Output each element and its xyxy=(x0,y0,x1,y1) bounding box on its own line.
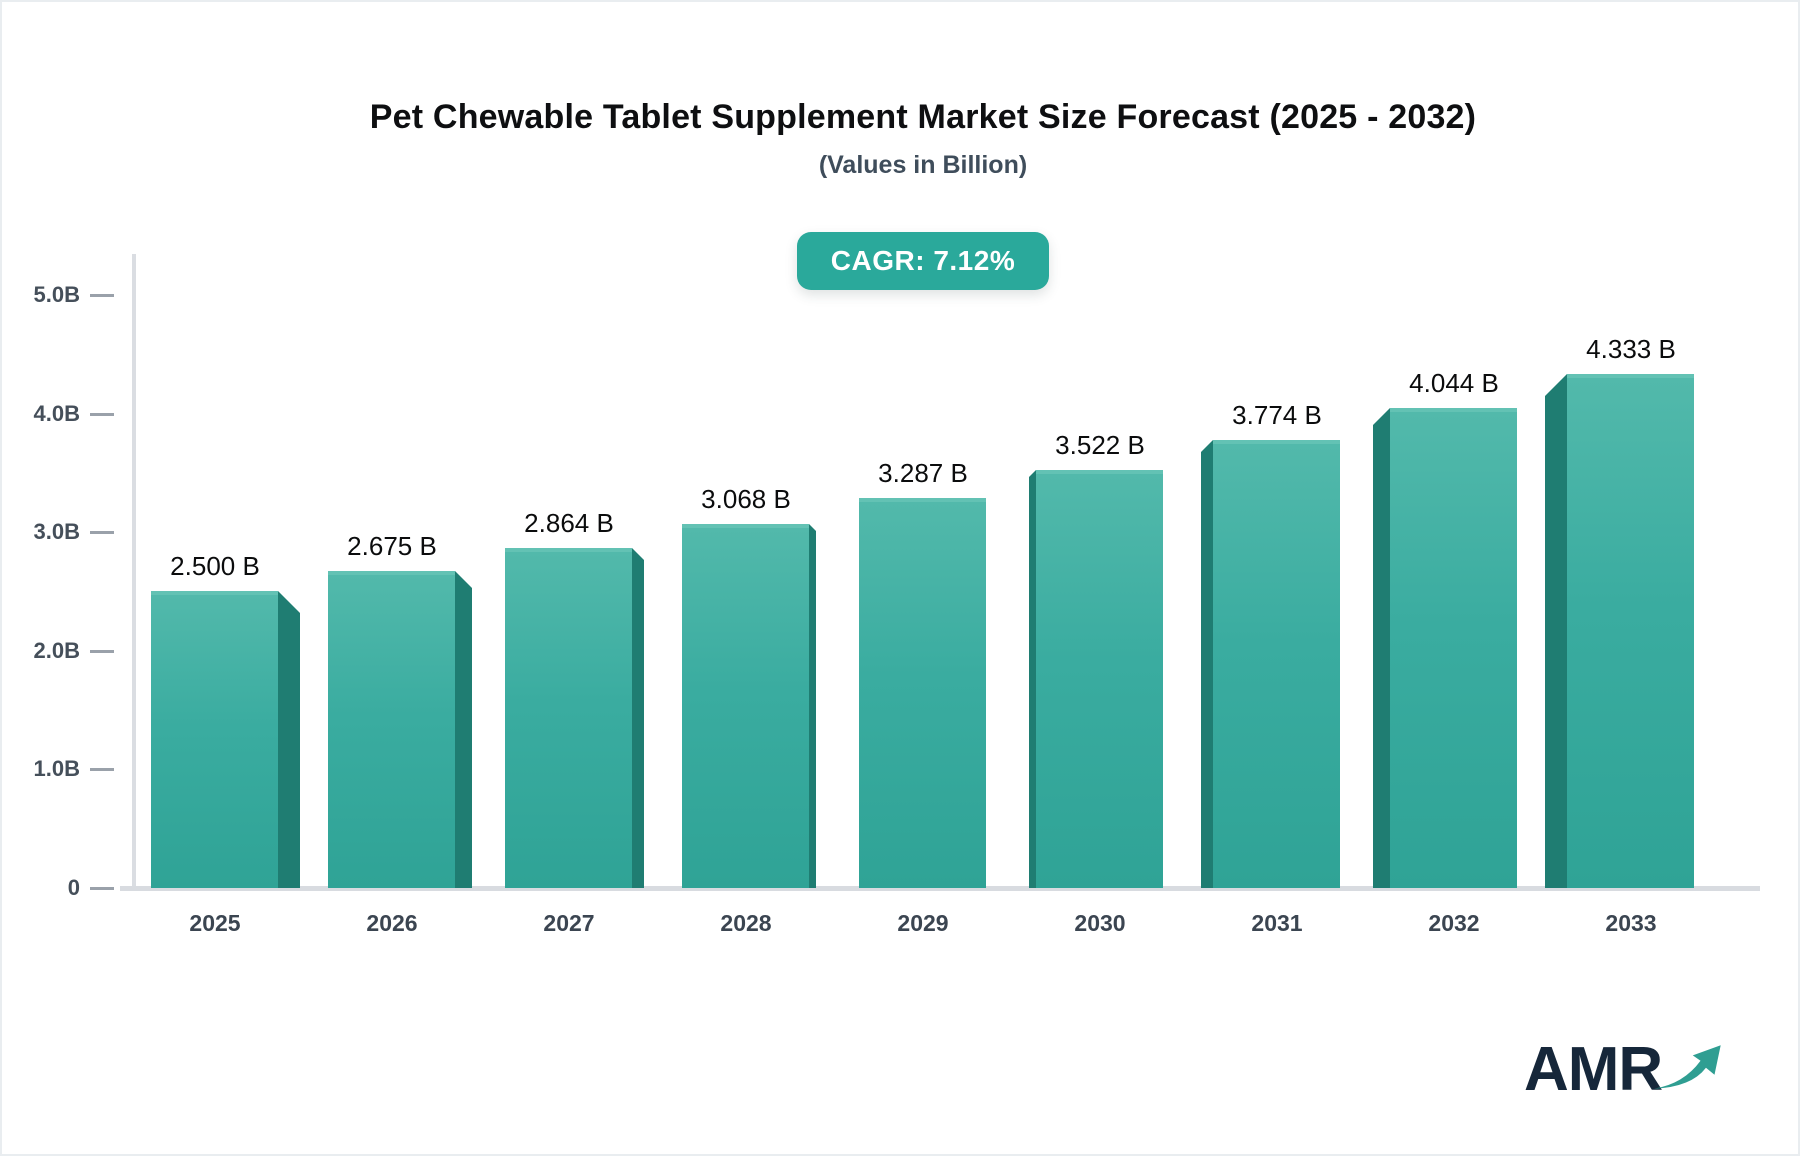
bar-2026 xyxy=(328,571,472,888)
bar-side-face xyxy=(1029,470,1036,888)
bar-value-label: 2.675 B xyxy=(347,531,437,561)
bar-2029 xyxy=(859,498,986,888)
y-tick-label: 4.0B xyxy=(33,400,80,426)
bar-2025 xyxy=(151,591,300,888)
y-tick-dash xyxy=(90,887,114,890)
x-axis-label: 2029 xyxy=(897,910,949,936)
bar-2030 xyxy=(1029,470,1163,888)
y-tick-label: 1.0B xyxy=(33,756,80,782)
x-axis-label: 2028 xyxy=(720,910,772,936)
bar-value-label: 3.774 B xyxy=(1232,400,1322,430)
bar-side-face xyxy=(1373,408,1390,888)
y-tick-label: 0 xyxy=(67,875,80,900)
bar-2027 xyxy=(505,548,644,888)
bar-side-face xyxy=(455,571,472,888)
bar-face xyxy=(859,498,986,888)
bar-face xyxy=(505,548,632,888)
bar-side-face xyxy=(632,548,644,888)
cagr-badge: CAGR: 7.12% xyxy=(796,232,1050,290)
bar-2033 xyxy=(1545,374,1694,888)
bar-side-face xyxy=(1201,440,1213,888)
bar-value-label: 2.864 B xyxy=(524,508,614,538)
bar-face xyxy=(1567,374,1694,888)
x-axis-label: 2032 xyxy=(1428,910,1480,936)
x-axis-label: 2033 xyxy=(1605,910,1657,936)
y-tick-dash xyxy=(90,531,114,535)
bar-face xyxy=(1390,408,1517,888)
x-axis-label: 2031 xyxy=(1251,910,1303,936)
y-axis-line xyxy=(132,254,136,888)
bar-side-face xyxy=(1545,374,1567,888)
y-tick-dash xyxy=(90,294,114,297)
y-tick-label: 2.0B xyxy=(33,637,80,663)
y-tick-dash xyxy=(90,768,114,772)
bar-value-label: 2.500 B xyxy=(170,551,260,581)
y-tick-label: 5.0B xyxy=(33,282,80,307)
chart-title: Pet Chewable Tablet Supplement Market Si… xyxy=(369,98,1477,136)
chart-subtitle: (Values in Billion) xyxy=(818,151,1028,179)
bar-side-face xyxy=(278,591,300,888)
bar-value-label: 4.044 B xyxy=(1409,368,1499,398)
bar-face xyxy=(682,524,809,888)
growth-arrow-icon xyxy=(1654,1045,1721,1089)
bar-side-face xyxy=(809,524,816,888)
bar-value-label: 3.522 B xyxy=(1055,430,1145,460)
y-tick-dash xyxy=(90,412,114,416)
x-axis-label: 2027 xyxy=(543,910,595,936)
bar-face xyxy=(1036,470,1163,888)
y-tick-label: 3.0B xyxy=(33,519,80,545)
x-axis-label: 2025 xyxy=(189,910,241,936)
bar-face xyxy=(328,571,455,888)
x-axis-label: 2030 xyxy=(1074,910,1126,936)
x-axis-label: 2026 xyxy=(366,910,418,936)
bar-2028 xyxy=(682,524,816,888)
bar-value-label: 4.333 B xyxy=(1586,334,1676,364)
amr-logo-text: AMR xyxy=(1524,1035,1663,1104)
bar-2032 xyxy=(1373,408,1517,888)
bar-face xyxy=(151,591,278,888)
bar-face xyxy=(1213,440,1340,888)
x-axis-baseline xyxy=(120,886,1760,891)
y-tick-dash xyxy=(90,649,114,653)
bar-value-label: 3.068 B xyxy=(701,484,791,514)
chart-header: Pet Chewable Tablet Supplement Market Si… xyxy=(134,2,1712,290)
bar-2031 xyxy=(1201,440,1340,888)
amr-logo: AMR xyxy=(1524,1028,1724,1112)
bar-value-label: 3.287 B xyxy=(878,458,968,488)
